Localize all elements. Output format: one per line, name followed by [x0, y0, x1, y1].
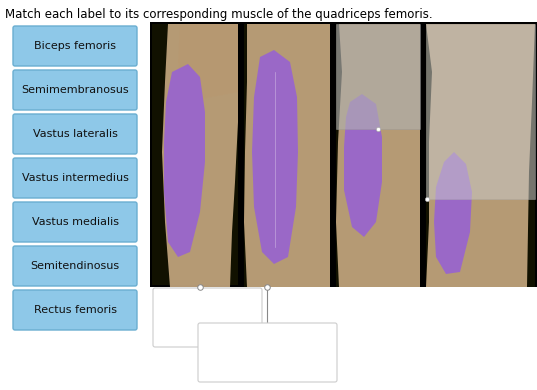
Polygon shape: [336, 24, 420, 287]
Polygon shape: [426, 24, 535, 287]
Polygon shape: [162, 24, 238, 287]
FancyBboxPatch shape: [13, 70, 137, 110]
Polygon shape: [152, 24, 238, 285]
Polygon shape: [426, 24, 535, 287]
Text: Match each label to its corresponding muscle of the quadriceps femoris.: Match each label to its corresponding mu…: [5, 8, 433, 21]
Polygon shape: [164, 64, 205, 257]
Text: Vastus lateralis: Vastus lateralis: [33, 129, 118, 139]
Text: Vastus intermedius: Vastus intermedius: [21, 173, 128, 183]
Polygon shape: [178, 24, 238, 102]
Polygon shape: [336, 24, 420, 287]
Polygon shape: [252, 50, 298, 264]
FancyBboxPatch shape: [13, 202, 137, 242]
Polygon shape: [244, 24, 330, 287]
Text: Biceps femoris: Biceps femoris: [34, 41, 116, 51]
Polygon shape: [434, 152, 472, 274]
FancyBboxPatch shape: [198, 323, 337, 382]
Polygon shape: [244, 24, 330, 287]
FancyBboxPatch shape: [153, 288, 262, 347]
FancyBboxPatch shape: [13, 246, 137, 286]
FancyBboxPatch shape: [13, 26, 137, 66]
FancyBboxPatch shape: [13, 114, 137, 154]
FancyBboxPatch shape: [13, 158, 137, 198]
Bar: [336, 24, 420, 129]
Text: Semitendinosus: Semitendinosus: [31, 261, 120, 271]
Bar: [150, 22, 537, 287]
Polygon shape: [344, 94, 382, 237]
FancyBboxPatch shape: [13, 290, 137, 330]
Bar: [426, 24, 535, 199]
Text: Semimembranosus: Semimembranosus: [21, 85, 129, 95]
Text: Rectus femoris: Rectus femoris: [33, 305, 117, 315]
Text: Vastus medialis: Vastus medialis: [32, 217, 119, 227]
